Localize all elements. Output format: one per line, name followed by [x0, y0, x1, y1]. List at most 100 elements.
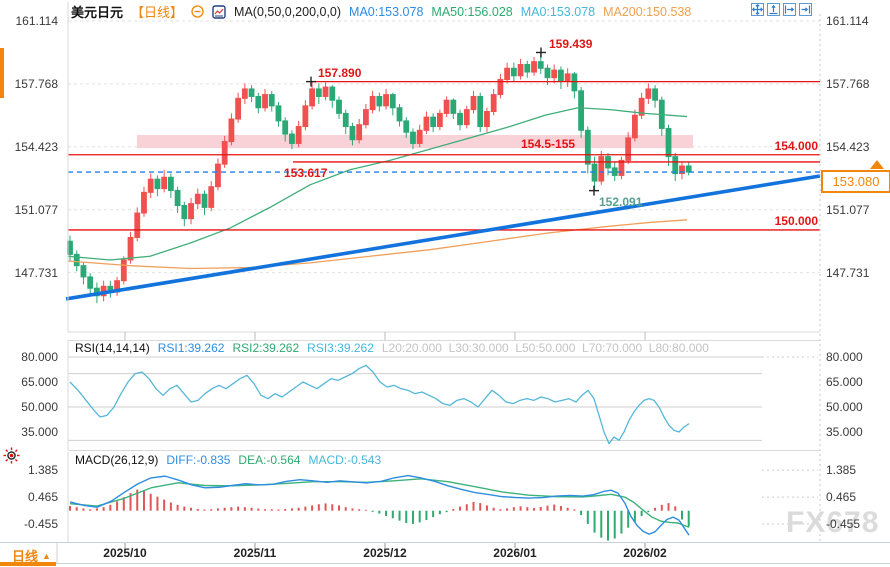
period-active-underline: [0, 562, 56, 566]
candle-up: [638, 97, 645, 116]
sidebar-accent-strip: [0, 48, 4, 98]
fit-vertical-icon[interactable]: [767, 3, 780, 16]
candle-up: [632, 114, 638, 139]
candle-down: [652, 88, 658, 101]
dea-line: [69, 478, 690, 528]
period-tag: 【日线】: [131, 5, 184, 20]
candle-down: [329, 86, 336, 101]
candle-down: [477, 95, 484, 128]
candle-up: [383, 94, 389, 107]
go-latest-icon[interactable]: [799, 3, 812, 16]
candle-up: [618, 159, 625, 176]
candle-up: [322, 86, 329, 97]
candle-down: [685, 165, 692, 173]
candle-down: [396, 107, 403, 122]
ma0-value: MA0:153.078: [349, 4, 424, 19]
candle-up: [215, 163, 221, 188]
candle-down: [457, 112, 463, 126]
candle-down: [450, 99, 457, 114]
candle-up: [463, 109, 470, 126]
candle-down: [524, 64, 531, 73]
candle-up: [208, 186, 215, 208]
candle-down: [430, 116, 437, 128]
candle-down: [174, 189, 181, 207]
diff-line: [69, 474, 690, 536]
candle-down: [315, 88, 322, 97]
candle-up: [625, 137, 632, 161]
candle-up: [443, 99, 450, 114]
candle-down: [558, 69, 564, 82]
symbol-title: 美元日元: [71, 5, 124, 20]
candle-up: [679, 165, 685, 175]
candle-down: [289, 133, 295, 144]
candle-up: [141, 191, 147, 214]
candle-up: [531, 61, 537, 73]
candle-up: [564, 73, 571, 82]
candle-up: [134, 212, 141, 238]
candle-down: [389, 94, 396, 109]
rsi-levels-label: L20:20.000 L30:30.000 L50:50.000 L70:70.…: [381, 341, 709, 355]
candle-down: [578, 90, 585, 131]
ma200-line: [67, 219, 688, 270]
candle-down: [376, 95, 383, 107]
ma50-line: [67, 107, 688, 261]
candle-up: [235, 97, 242, 120]
candle-up: [416, 129, 423, 144]
candle-up: [120, 259, 127, 282]
pan-icon[interactable]: [751, 3, 764, 16]
candle-up: [161, 176, 168, 190]
candle-down: [544, 67, 551, 79]
candle-down: [537, 61, 544, 69]
chart-style-icon[interactable]: [212, 4, 226, 19]
rsi3-value: RSI3:39.262: [307, 341, 374, 355]
candle-down: [336, 99, 342, 114]
candle-up: [517, 64, 524, 77]
diff-value: DIFF:-0.835: [166, 453, 231, 467]
candle-up: [262, 94, 268, 109]
candle-down: [611, 167, 618, 176]
rsi-settings-label: RSI(14,14,14): [75, 341, 150, 355]
chart-title-row: 美元日元 【日线】 MA(0,50,0,200,0,0) MA0:153.078…: [71, 2, 691, 21]
scroll-to-latest-marker[interactable]: [870, 160, 884, 169]
candle-down: [403, 120, 410, 133]
watermark-logo: FX678: [786, 506, 880, 539]
candle-down: [87, 276, 94, 289]
ma0b-value: MA0:153.078: [520, 4, 596, 19]
candle-down: [510, 67, 517, 77]
ma200-value: MA200:150.538: [603, 4, 692, 19]
period-button-label: 日线: [12, 549, 39, 564]
candle-down: [410, 131, 416, 144]
candle-up: [497, 79, 504, 96]
macd-header-row: MACD(26,12,9) DIFF:-0.835 DEA:-0.564 MAC…: [75, 453, 381, 467]
candle-up: [436, 112, 443, 128]
candle-up: [127, 236, 134, 261]
candle-down: [584, 129, 591, 165]
macd-value: MACD:-0.543: [308, 453, 382, 467]
rsi-header-row: RSI(14,14,14) RSI1:39.262 RSI2:39.262 RS…: [75, 341, 709, 355]
candle-down: [73, 253, 80, 267]
rsi1-value: RSI1:39.262: [157, 341, 225, 355]
candle-down: [255, 95, 262, 109]
candle-down: [80, 265, 87, 278]
current-price-badge: 153.080: [821, 170, 890, 193]
candle-up: [295, 126, 302, 144]
candle-up: [302, 105, 309, 128]
fit-horizontal-icon[interactable]: [783, 3, 796, 16]
dea-value: DEA:-0.564: [238, 453, 301, 467]
trendline: [65, 174, 821, 301]
candle-up: [470, 95, 477, 111]
hot-indicator-icon[interactable]: [3, 447, 20, 469]
candle-up: [504, 67, 511, 81]
candle-down: [672, 156, 679, 175]
candle-up: [598, 156, 605, 182]
candle-down: [268, 94, 275, 107]
minus-circle-icon[interactable]: [191, 5, 204, 18]
period-selector-button[interactable]: 日线 ▲: [6, 545, 57, 566]
ma50-value: MA50:156.028: [431, 4, 513, 19]
candle-down: [201, 193, 208, 208]
candle-up: [194, 193, 201, 205]
candle-down: [349, 126, 356, 141]
candle-up: [645, 88, 652, 99]
